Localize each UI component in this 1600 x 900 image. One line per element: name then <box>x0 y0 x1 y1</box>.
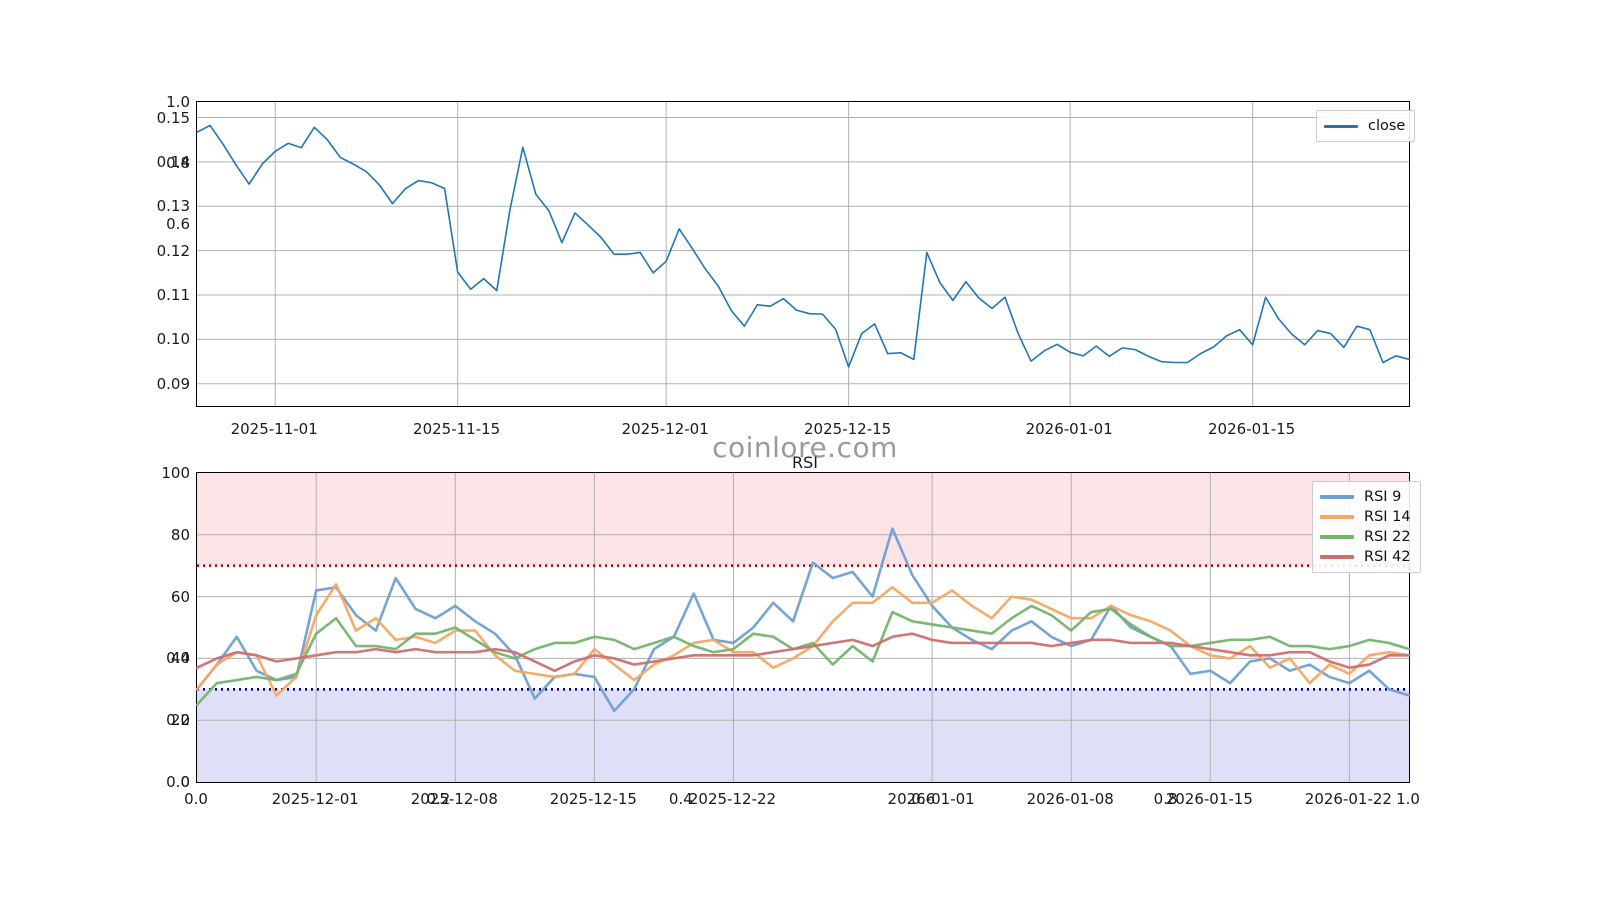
legend-label: RSI 42 <box>1364 549 1411 565</box>
rsi-legend-item[interactable]: RSI 14 <box>1320 507 1411 527</box>
price-legend-item[interactable]: close <box>1324 116 1405 136</box>
rsi-x-tick: 2026-01-22 <box>1304 790 1392 808</box>
rsi-y-tick: 0 <box>180 773 190 791</box>
price-x-tick: 2026-01-01 <box>1025 420 1113 438</box>
price-y-tick: 0.09 <box>156 374 190 393</box>
rsi-y-tick: 20 <box>170 711 190 730</box>
rsi-y-tick: 100 <box>161 464 190 482</box>
legend-label: close <box>1368 118 1406 134</box>
rsi-legend-item[interactable]: RSI 9 <box>1320 487 1411 507</box>
rsi-plot-area <box>195 473 1411 782</box>
legend-label: RSI 22 <box>1364 529 1411 545</box>
rsi-x-tick-secondary: 0.4 <box>668 790 693 808</box>
rsi-x-tick: 2025-12-22 <box>688 790 777 808</box>
rsi-x-tick-secondary: 1.0 <box>1396 790 1420 808</box>
price-y-tick-secondary: 1.0 <box>166 93 190 111</box>
rsi-x-tick-secondary: 0.0 <box>184 790 208 808</box>
price-x-tick: 2025-11-01 <box>230 420 318 438</box>
legend-color-swatch <box>1320 535 1354 539</box>
rsi-y-tick: 60 <box>170 587 190 606</box>
rsi-y-tick-secondary: 0.2 <box>166 711 190 730</box>
rsi-y-tick: 80 <box>170 525 190 544</box>
price-y-tick: 0.14 <box>156 152 190 171</box>
rsi-x-tick-secondary: 0.6 <box>911 790 936 808</box>
rsi-x-tick: 2025-12-15 <box>549 790 637 808</box>
rsi-legend-item[interactable]: RSI 22 <box>1320 527 1411 547</box>
watermark: coinlore.com <box>712 431 898 464</box>
price-legend[interactable]: close <box>1316 110 1416 142</box>
price-y-tick: 0.12 <box>156 241 190 260</box>
price-y-tick: 0.10 <box>156 330 190 349</box>
rsi-y-tick-secondary: 0.4 <box>166 649 190 668</box>
rsi-x-tick: 2026-01-01 <box>887 790 975 808</box>
legend-color-swatch <box>1320 495 1354 499</box>
rsi-legend[interactable]: RSI 9 RSI 14 RSI 22 RSI 42 <box>1312 481 1421 573</box>
rsi-panel-title: RSI <box>792 453 818 472</box>
price-plot-area <box>196 102 1410 406</box>
rsi-legend-item[interactable]: RSI 42 <box>1320 547 1411 567</box>
rsi-chart-panel <box>195 472 1411 783</box>
price-y-tick: 0.13 <box>156 197 190 216</box>
legend-color-swatch <box>1320 515 1354 519</box>
rsi-y-tick: 40 <box>170 649 190 668</box>
price-x-tick: 2025-12-15 <box>804 420 892 438</box>
price-y-tick-secondary: 0.6 <box>166 214 190 233</box>
price-chart-panel <box>196 101 1410 407</box>
rsi-x-tick: 2026-01-08 <box>1026 790 1114 808</box>
rsi-x-tick-secondary: 0.8 <box>1153 790 1178 808</box>
price-y-tick: 0.11 <box>156 286 190 305</box>
rsi-x-tick-secondary: 0.2 <box>426 790 451 808</box>
price-x-tick: 2026-01-15 <box>1208 420 1296 438</box>
price-y-tick-secondary: 0.8 <box>166 153 190 172</box>
rsi-y-tick-secondary: 0.0 <box>166 773 190 791</box>
price-x-tick: 2025-12-01 <box>621 420 709 438</box>
rsi-x-tick: 2025-12-08 <box>410 790 498 808</box>
legend-label: RSI 14 <box>1364 509 1411 525</box>
legend-color-swatch <box>1320 555 1354 559</box>
legend-label: RSI 9 <box>1364 489 1402 505</box>
price-y-tick: 0.15 <box>156 108 190 127</box>
price-x-tick: 2025-11-15 <box>413 420 501 438</box>
legend-color-swatch <box>1324 124 1358 128</box>
rsi-x-tick: 2026-01-15 <box>1165 790 1253 808</box>
rsi-x-tick: 2025-12-01 <box>271 790 359 808</box>
